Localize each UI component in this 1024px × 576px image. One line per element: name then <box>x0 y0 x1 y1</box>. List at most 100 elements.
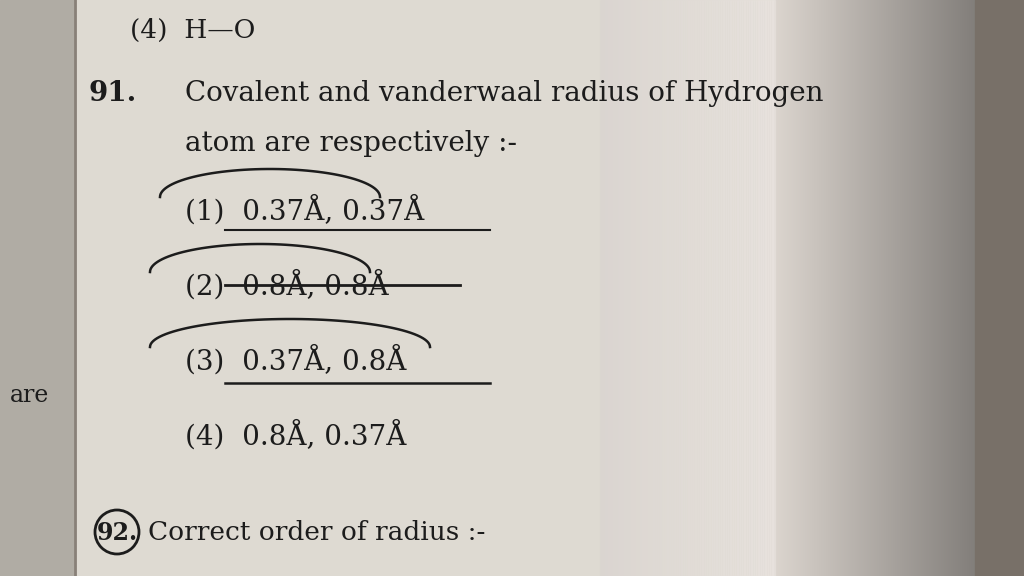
Bar <box>607 0 608 576</box>
Bar <box>771 0 773 576</box>
Bar <box>701 0 703 576</box>
Bar <box>652 0 654 576</box>
Bar <box>650 0 652 576</box>
Bar <box>625 0 627 576</box>
Bar <box>746 0 749 576</box>
Bar <box>665 0 667 576</box>
Bar <box>975 0 1024 576</box>
Bar <box>765 0 766 576</box>
Bar <box>758 0 759 576</box>
Bar <box>684 0 686 576</box>
Bar <box>642 0 644 576</box>
Bar <box>751 0 753 576</box>
Bar <box>694 0 696 576</box>
Bar <box>711 0 712 576</box>
Text: (4)  0.8Å, 0.37Å: (4) 0.8Å, 0.37Å <box>185 420 407 450</box>
Bar <box>637 0 639 576</box>
Bar <box>693 0 694 576</box>
Bar <box>743 0 745 576</box>
Bar <box>716 0 717 576</box>
Text: 92.: 92. <box>96 521 137 545</box>
Bar <box>672 0 674 576</box>
Bar <box>0 0 75 576</box>
Bar <box>656 0 657 576</box>
Bar <box>714 0 716 576</box>
Bar <box>615 0 617 576</box>
Bar <box>753 0 754 576</box>
Bar <box>756 0 758 576</box>
Bar <box>649 0 650 576</box>
Bar <box>640 0 642 576</box>
Bar <box>773 0 775 576</box>
Bar <box>770 0 771 576</box>
Bar <box>605 0 607 576</box>
Bar <box>763 0 765 576</box>
Bar <box>687 0 689 576</box>
Bar <box>632 0 633 576</box>
Bar <box>610 0 612 576</box>
Text: (2)  0.8Å, 0.8Å: (2) 0.8Å, 0.8Å <box>185 270 389 301</box>
Bar <box>654 0 656 576</box>
Bar <box>75 0 775 576</box>
Bar <box>728 0 729 576</box>
Bar <box>724 0 726 576</box>
Bar <box>603 0 605 576</box>
Bar <box>612 0 614 576</box>
Bar <box>635 0 637 576</box>
Bar <box>717 0 719 576</box>
Bar <box>731 0 733 576</box>
Bar <box>657 0 659 576</box>
Bar <box>639 0 640 576</box>
Bar <box>600 0 602 576</box>
Text: Correct order of radius :-: Correct order of radius :- <box>148 521 485 545</box>
Bar <box>691 0 693 576</box>
Bar <box>703 0 705 576</box>
Bar <box>709 0 711 576</box>
Bar <box>670 0 672 576</box>
Bar <box>623 0 625 576</box>
Bar <box>633 0 635 576</box>
Bar <box>719 0 721 576</box>
Text: (4)  H—O: (4) H—O <box>130 18 255 43</box>
Bar <box>723 0 724 576</box>
Text: are: are <box>10 384 50 407</box>
Bar <box>759 0 761 576</box>
Text: (3)  0.37Å, 0.8Å: (3) 0.37Å, 0.8Å <box>185 345 407 376</box>
Bar <box>675 0 677 576</box>
Bar <box>729 0 731 576</box>
Bar <box>681 0 682 576</box>
Bar <box>628 0 630 576</box>
Bar <box>667 0 669 576</box>
Bar <box>679 0 681 576</box>
Bar <box>726 0 728 576</box>
Bar <box>620 0 621 576</box>
Bar <box>768 0 770 576</box>
Bar <box>721 0 723 576</box>
Bar <box>621 0 623 576</box>
Bar <box>614 0 615 576</box>
Bar <box>686 0 687 576</box>
Bar <box>627 0 628 576</box>
Bar <box>662 0 663 576</box>
Bar <box>735 0 736 576</box>
Bar <box>699 0 701 576</box>
Text: Covalent and vanderwaal radius of Hydrogen: Covalent and vanderwaal radius of Hydrog… <box>185 80 823 107</box>
Bar <box>674 0 675 576</box>
Bar <box>647 0 649 576</box>
Bar <box>696 0 698 576</box>
Bar <box>741 0 743 576</box>
Bar <box>677 0 679 576</box>
Bar <box>682 0 684 576</box>
Bar <box>663 0 665 576</box>
Bar <box>602 0 603 576</box>
Bar <box>736 0 738 576</box>
Bar <box>689 0 691 576</box>
Bar <box>740 0 741 576</box>
Bar <box>617 0 620 576</box>
Bar <box>698 0 699 576</box>
Bar <box>745 0 746 576</box>
Text: (1)  0.37Å, 0.37Å: (1) 0.37Å, 0.37Å <box>185 195 424 225</box>
Bar <box>645 0 647 576</box>
Bar <box>705 0 707 576</box>
Bar <box>761 0 763 576</box>
